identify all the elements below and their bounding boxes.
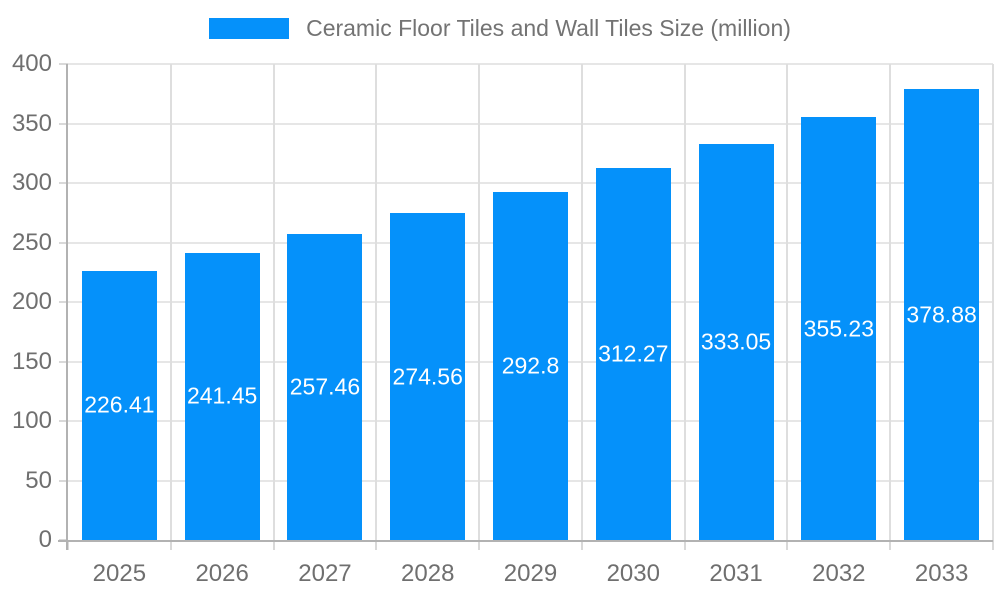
y-tick-mark [59, 63, 68, 65]
bar-2025[interactable] [81, 270, 157, 540]
gridline-vertical [273, 64, 275, 540]
y-tick-mark [59, 122, 68, 125]
x-tick-label: 2032 [812, 560, 866, 587]
y-tick-mark [59, 479, 68, 482]
x-tick-label: 2029 [503, 560, 558, 587]
y-tick-label: 150 [11, 347, 52, 375]
gridline-vertical [170, 64, 172, 540]
y-tick-label: 0 [38, 526, 52, 553]
bar-2026[interactable] [184, 252, 260, 540]
x-tick-mark [67, 540, 69, 550]
bar-value-label: 333.05 [700, 328, 772, 355]
bar-2028[interactable] [390, 213, 466, 540]
x-tick-label: 2025 [92, 560, 147, 587]
x-axis-line [58, 540, 993, 542]
gridline-vertical [684, 64, 686, 540]
y-tick-label: 100 [11, 407, 52, 434]
x-tick-label: 2033 [914, 560, 969, 587]
x-tick-mark [273, 540, 275, 550]
y-tick-label: 400 [11, 50, 52, 77]
x-tick-mark [478, 540, 480, 550]
legend-swatch [209, 18, 290, 39]
gridline-vertical [992, 64, 994, 540]
gridline-vertical [581, 64, 583, 540]
x-tick-mark [684, 540, 686, 550]
bar-2027[interactable] [287, 233, 363, 540]
bar-2030[interactable] [595, 168, 671, 540]
gridline-vertical [889, 64, 891, 540]
bar-value-label: 226.41 [84, 391, 155, 418]
y-axis-line [66, 64, 68, 550]
gridline-horizontal [68, 122, 993, 125]
y-tick-mark [59, 301, 68, 303]
y-tick-mark [59, 241, 68, 244]
gridline-horizontal [68, 63, 993, 65]
plot-area: 0 50 100 150 200 250 300 350 400 226.41 2025 241.45… [12, 50, 994, 587]
y-tick-mark [59, 420, 68, 422]
x-tick-label: 2026 [195, 560, 249, 587]
x-tick-mark [170, 540, 172, 550]
gridline-vertical [786, 64, 788, 540]
x-tick-mark [581, 540, 583, 550]
gridline-vertical [375, 64, 377, 540]
x-tick-label: 2028 [401, 560, 455, 587]
x-tick-label: 2030 [606, 560, 660, 587]
bar-2033[interactable] [904, 89, 980, 540]
bar-2029[interactable] [493, 191, 568, 540]
chart-legend[interactable]: Ceramic Floor Tiles and Wall Tiles Size … [0, 15, 1000, 42]
x-tick-label: 2027 [298, 560, 352, 587]
gridline-vertical [478, 64, 480, 540]
x-tick-mark [992, 540, 994, 550]
bar-value-label: 241.45 [186, 382, 258, 409]
x-tick-mark [889, 540, 891, 550]
bar-value-label: 292.8 [501, 352, 560, 379]
bar-value-label: 355.23 [803, 315, 875, 342]
x-tick-mark [786, 540, 788, 550]
legend-label: Ceramic Floor Tiles and Wall Tiles Size … [306, 15, 791, 41]
y-tick-mark [59, 360, 68, 363]
y-tick-mark [59, 182, 68, 184]
bar-2032[interactable] [801, 117, 877, 540]
y-tick-label: 350 [11, 109, 52, 137]
y-tick-label: 300 [11, 169, 52, 196]
y-tick-label: 250 [11, 228, 52, 256]
y-tick-label: 50 [25, 466, 52, 494]
x-tick-mark [375, 540, 377, 550]
bar-2031[interactable] [698, 143, 774, 540]
x-tick-label: 2031 [709, 560, 763, 587]
bar-value-label: 274.56 [392, 363, 463, 390]
bar-value-label: 312.27 [598, 340, 669, 367]
y-tick-label: 200 [11, 288, 52, 315]
gridline-horizontal [68, 182, 993, 184]
bar-value-label: 378.88 [906, 301, 977, 328]
bar-value-label: 257.46 [289, 373, 361, 400]
